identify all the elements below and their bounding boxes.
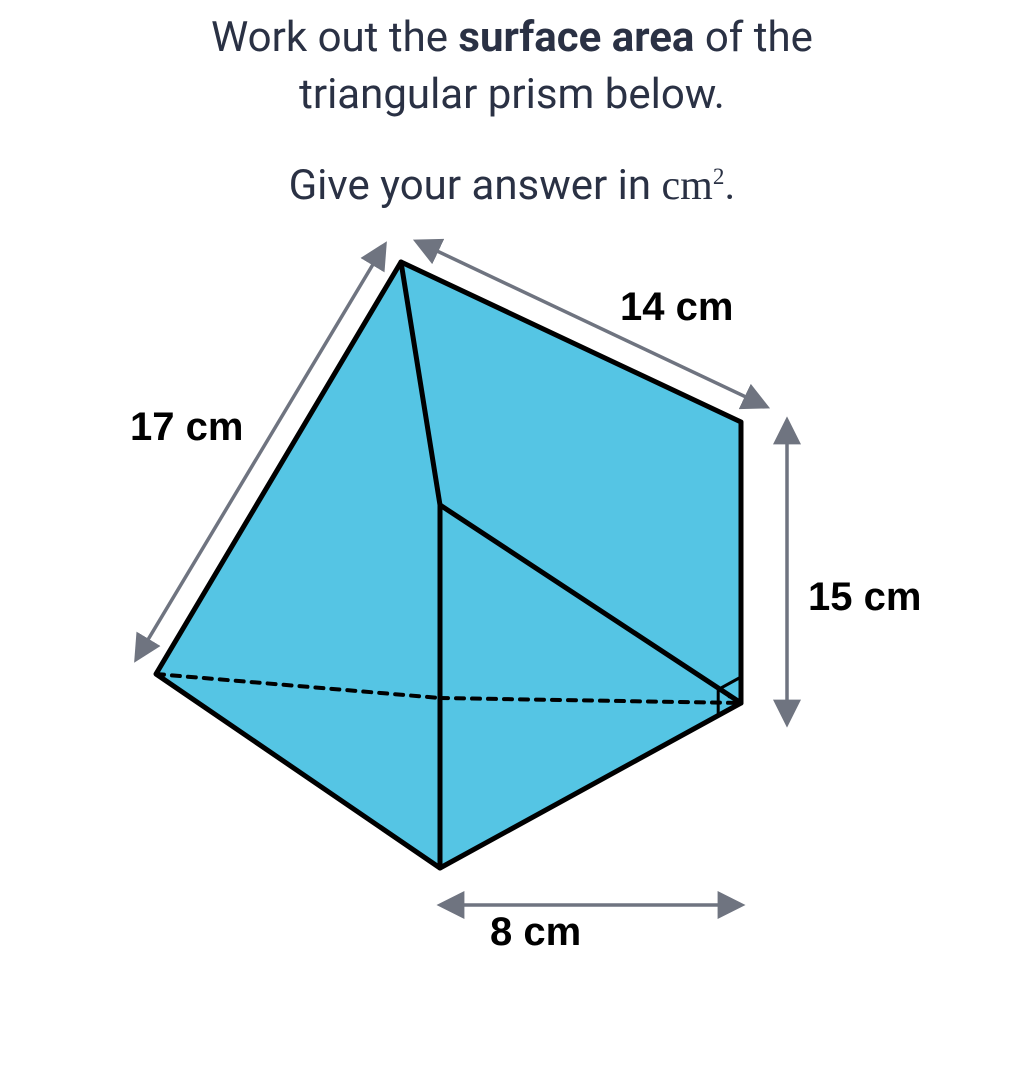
label-bottom: 8 cm [490, 910, 581, 955]
question-line-2: triangular prism below. [0, 67, 1024, 124]
ans-unit: cm [662, 163, 713, 209]
prism-figure: 14 cm 17 cm 15 cm 8 cm [0, 230, 1024, 990]
question-line-1: Work out the surface area of the [0, 10, 1024, 67]
ans-post: . [724, 161, 735, 210]
ans-pre: Give your answer in [289, 161, 662, 210]
q1-post: of the [694, 13, 813, 62]
label-top-right: 14 cm [620, 285, 733, 330]
label-top-left: 17 cm [130, 405, 243, 450]
label-right: 15 cm [808, 575, 921, 620]
answer-instruction: Give your answer in cm2. [0, 161, 1024, 210]
ans-exp: 2 [713, 163, 725, 189]
page: Work out the surface area of the triangu… [0, 0, 1024, 1065]
q1-bold: surface area [458, 13, 694, 62]
q1-pre: Work out the [211, 13, 458, 62]
